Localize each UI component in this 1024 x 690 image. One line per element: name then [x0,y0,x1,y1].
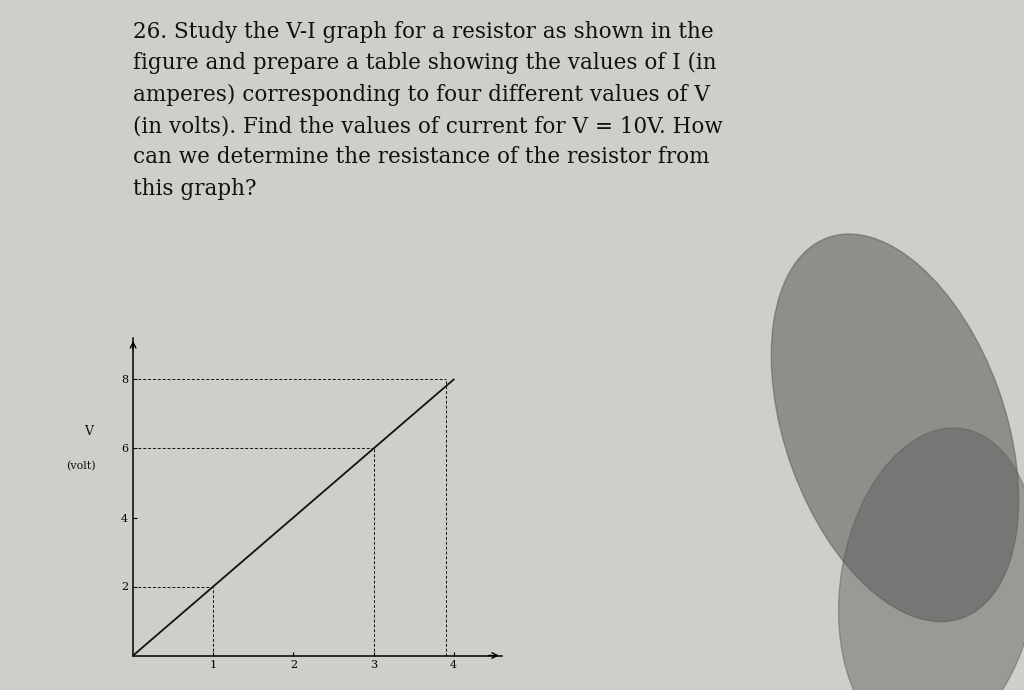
Ellipse shape [771,234,1019,622]
Text: V: V [85,425,93,437]
Text: (volt): (volt) [67,461,96,471]
Ellipse shape [839,428,1024,690]
Text: 26. Study the V-I graph for a resistor as shown in the
figure and prepare a tabl: 26. Study the V-I graph for a resistor a… [133,21,723,199]
